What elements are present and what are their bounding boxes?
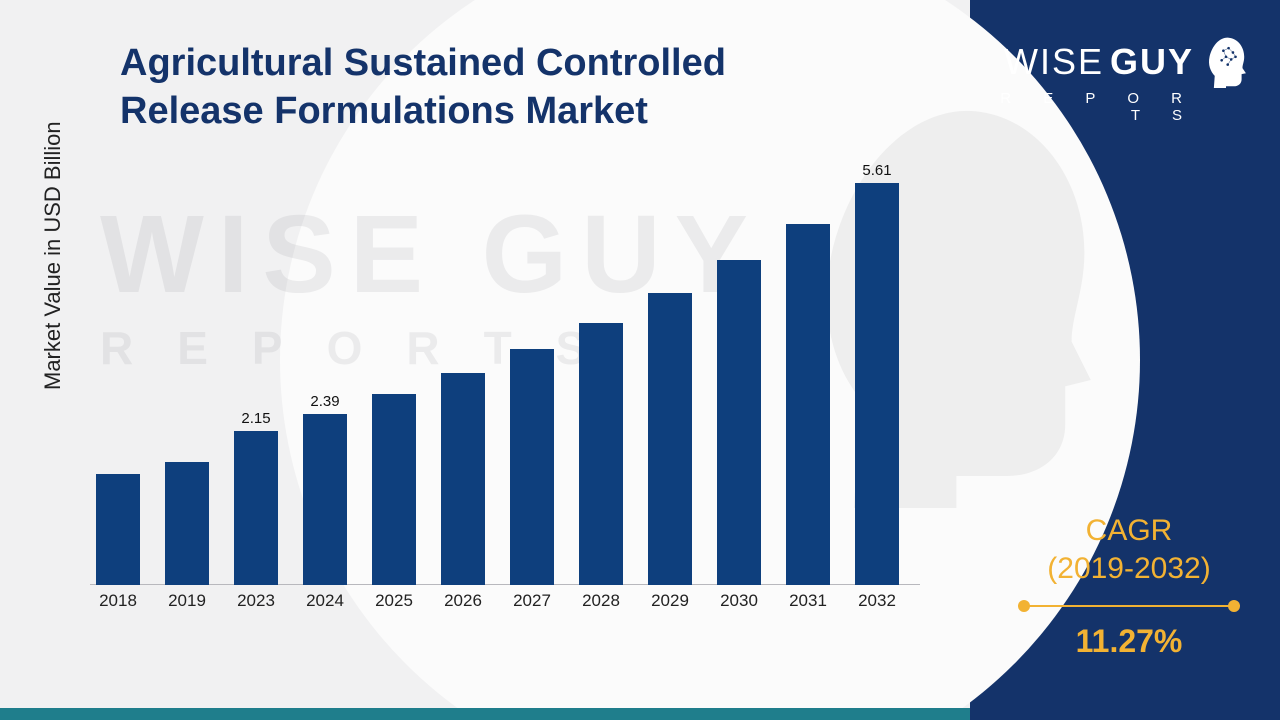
cagr-range: (2019-2032) bbox=[1014, 550, 1244, 588]
x-tick-label: 2019 bbox=[152, 591, 222, 611]
x-tick-label: 2028 bbox=[566, 591, 636, 611]
y-axis-label: Market Value in USD Billion bbox=[40, 121, 66, 390]
brand-logo: WISE GUY R E P O R T S bbox=[992, 36, 1252, 124]
x-tick-label: 2024 bbox=[290, 591, 360, 611]
x-tick-label: 2031 bbox=[773, 591, 843, 611]
cagr-block: CAGR (2019-2032) 11.27% bbox=[1014, 512, 1244, 660]
bar bbox=[510, 349, 554, 585]
x-tick-label: 2018 bbox=[83, 591, 153, 611]
cagr-value: 11.27% bbox=[1014, 623, 1244, 660]
bar-value-label: 2.15 bbox=[226, 410, 286, 427]
brand-head-icon bbox=[1200, 36, 1252, 88]
bar bbox=[96, 474, 140, 585]
bar bbox=[165, 462, 209, 585]
brand-sub: R E P O R T S bbox=[992, 90, 1252, 124]
bar-value-label: 5.61 bbox=[847, 162, 907, 179]
plot-area: 2.15 2.39 5.61 bbox=[90, 155, 920, 585]
bar-value-label: 2.39 bbox=[295, 393, 355, 410]
x-tick-label: 2029 bbox=[635, 591, 705, 611]
brand-word-b: GUY bbox=[1110, 41, 1194, 83]
x-tick-label: 2025 bbox=[359, 591, 429, 611]
cagr-label: CAGR bbox=[1014, 512, 1244, 550]
brand-word-a: WISE bbox=[1004, 41, 1104, 83]
bar bbox=[441, 373, 485, 585]
x-tick-label: 2023 bbox=[221, 591, 291, 611]
x-tick-label: 2027 bbox=[497, 591, 567, 611]
report-card: WISE GUY REPORTS Agricultural Sustained … bbox=[0, 0, 1280, 720]
x-tick-label: 2026 bbox=[428, 591, 498, 611]
bar bbox=[855, 183, 899, 585]
bar bbox=[648, 293, 692, 585]
chart-title: Agricultural Sustained Controlled Releas… bbox=[120, 40, 840, 135]
bar bbox=[717, 260, 761, 585]
cagr-divider bbox=[1024, 605, 1234, 607]
bar bbox=[303, 414, 347, 585]
bar-chart: 2.152.395.61 201820192023202420252026202… bbox=[90, 155, 920, 615]
bar bbox=[372, 394, 416, 585]
footer-accent-bar bbox=[0, 708, 970, 720]
brand-logo-top: WISE GUY bbox=[992, 36, 1252, 88]
bar bbox=[234, 431, 278, 585]
bar bbox=[786, 224, 830, 585]
bar bbox=[579, 323, 623, 585]
x-tick-label: 2030 bbox=[704, 591, 774, 611]
x-tick-label: 2032 bbox=[842, 591, 912, 611]
